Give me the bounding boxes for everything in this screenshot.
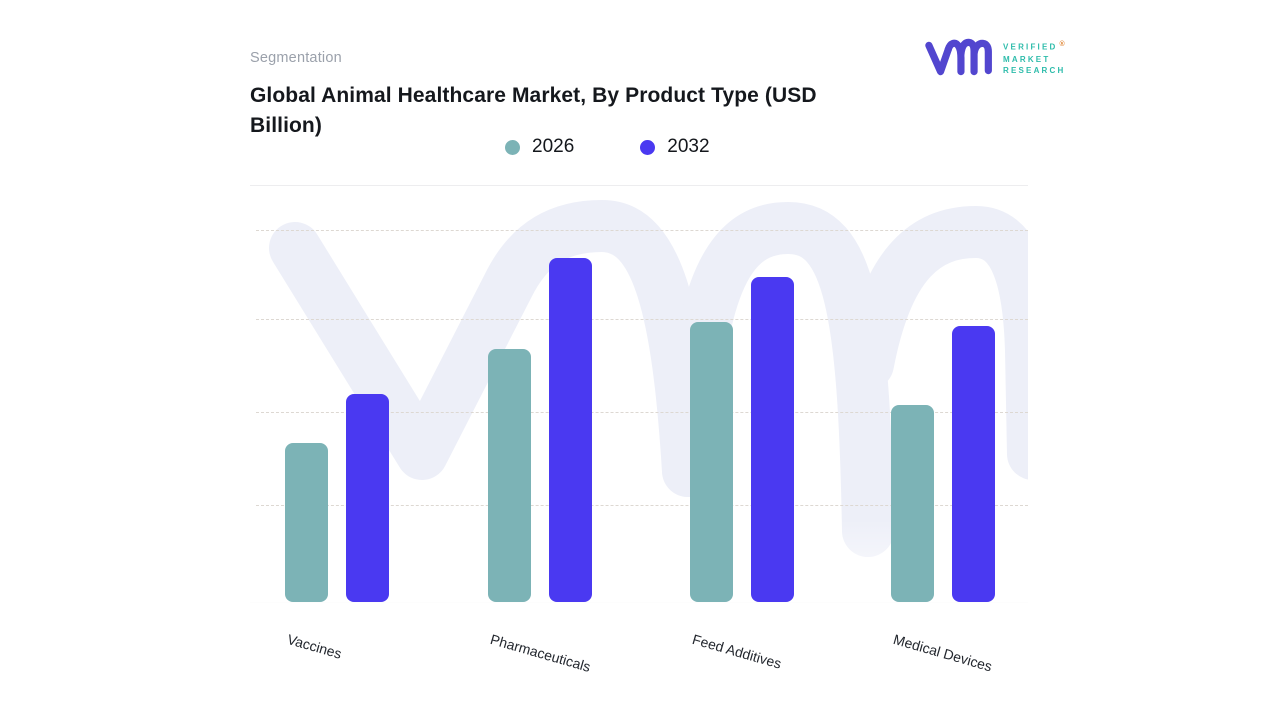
gridline	[256, 412, 1028, 413]
legend: 2026 2032	[505, 136, 710, 158]
category-label-feed-additives: Feed Additives	[690, 631, 784, 672]
header-separator	[250, 185, 1028, 186]
bars-layer	[250, 186, 1028, 602]
category-label-medical-devices: Medical Devices	[891, 631, 994, 675]
bar-2026-medical-devices[interactable]	[891, 405, 934, 602]
vmr-logo-mark-icon	[925, 38, 992, 76]
plot-area	[250, 186, 1028, 603]
legend-label-2032: 2032	[667, 136, 710, 157]
legend-dot-2026-icon	[505, 139, 520, 155]
brand-line-verified: VERIFIED	[1003, 43, 1058, 53]
gridline	[256, 505, 1028, 506]
bar-2032-pharmaceuticals[interactable]	[549, 258, 592, 602]
bar-2032-feed-additives[interactable]	[751, 277, 794, 602]
gridline	[256, 319, 1028, 320]
vmr-logo-text: VERIFIED ® MARKET RESEARCH	[1003, 39, 1066, 76]
category-label-vaccines: Vaccines	[285, 631, 344, 662]
bar-2026-vaccines[interactable]	[285, 443, 328, 602]
legend-dot-2032-icon	[640, 139, 656, 155]
registered-mark: ®	[1059, 41, 1065, 49]
legend-item-2032[interactable]: 2032	[640, 136, 710, 158]
legend-item-2026[interactable]: 2026	[505, 136, 574, 158]
category-label-pharmaceuticals: Pharmaceuticals	[488, 631, 593, 675]
gridline	[256, 230, 1028, 231]
brand-line-research: RESEARCH	[1003, 66, 1066, 76]
bar-2032-medical-devices[interactable]	[952, 326, 995, 602]
x-axis-labels: Vaccines Pharmaceuticals Feed Additives Med…	[250, 631, 1028, 701]
eyebrow-label: Segmentation	[250, 50, 342, 66]
bar-2026-feed-additives[interactable]	[690, 322, 733, 602]
brand-line-market: MARKET	[1003, 54, 1051, 64]
vmr-logo: VERIFIED ® MARKET RESEARCH	[925, 36, 1066, 80]
legend-label-2026: 2026	[532, 136, 575, 157]
chart-title: Global Animal Healthcare Market, By Prod…	[250, 84, 817, 137]
bar-2032-vaccines[interactable]	[346, 394, 389, 602]
bar-2026-pharmaceuticals[interactable]	[488, 349, 531, 602]
